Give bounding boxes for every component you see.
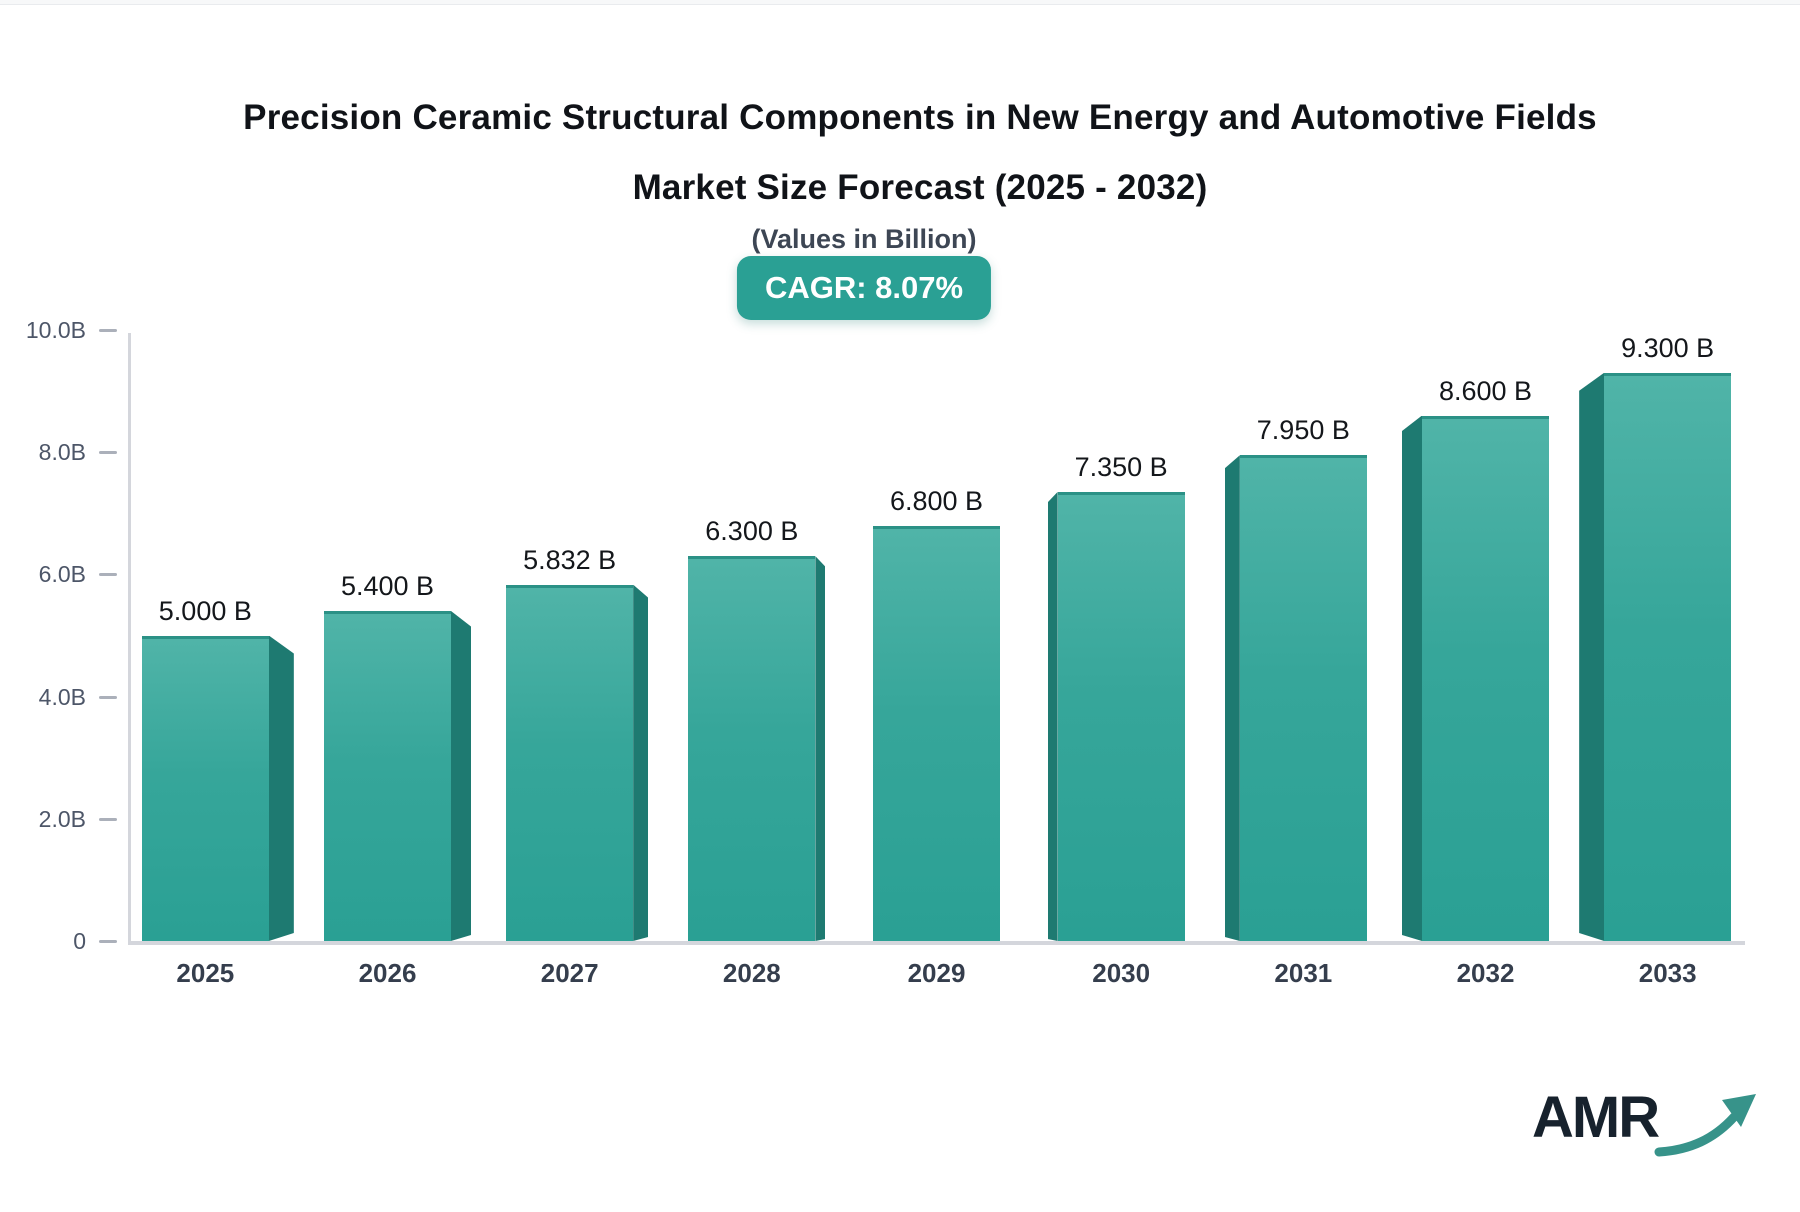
- bar-value-label: 8.600 B: [1438, 375, 1533, 406]
- bar-front: [1057, 491, 1185, 941]
- x-axis-label: 2027: [540, 958, 599, 988]
- bar-value-label: 5.400 B: [340, 571, 435, 602]
- bar-front: [1422, 415, 1549, 941]
- bar-value-label: 7.950 B: [1256, 415, 1350, 446]
- chart-title-line1: Precision Ceramic Structural Components …: [243, 98, 1597, 137]
- x-axis-label: 2030: [1092, 958, 1151, 988]
- y-axis-tick-mark: [99, 940, 117, 943]
- bar-front: [1604, 372, 1732, 941]
- bar-front: [506, 584, 634, 941]
- cagr-badge: CAGR: 8.07%: [736, 256, 992, 320]
- y-axis-tick-mark: [99, 329, 117, 332]
- bar-front: [1239, 455, 1367, 941]
- bar-side: [451, 611, 471, 941]
- page-top-border: [0, 0, 1800, 5]
- chart-subtitle: (Values in Billion): [751, 224, 977, 254]
- bar-value-label: 6.300 B: [705, 516, 799, 547]
- bar-front: [141, 635, 269, 941]
- y-axis-tick-mark: [99, 573, 117, 577]
- x-axis-line: [128, 941, 1745, 945]
- y-axis-tick-mark: [99, 817, 117, 821]
- bar-side: [1579, 373, 1604, 941]
- y-axis-tick-label: 0: [73, 928, 86, 954]
- x-axis-label: 2031: [1274, 958, 1333, 988]
- x-axis-label: 2032: [1456, 958, 1515, 988]
- bar-side: [1225, 455, 1240, 941]
- bar-side: [1402, 416, 1422, 941]
- x-axis-label: 2029: [907, 958, 966, 988]
- bar-value-label: 6.800 B: [889, 485, 984, 516]
- y-axis-tick-label: 10.0B: [25, 317, 86, 343]
- bar-side: [633, 585, 648, 941]
- bar-front: [873, 525, 1000, 941]
- bar-value-label: 5.000 B: [158, 595, 252, 626]
- bar-side: [1048, 492, 1058, 941]
- y-axis-tick-label: 2.0B: [38, 805, 86, 832]
- growth-arrow-icon: [1654, 1094, 1757, 1157]
- bar-front: [688, 556, 816, 941]
- y-axis-tick-mark: [99, 451, 117, 455]
- amr-logo: AMR: [1532, 1086, 1762, 1158]
- x-axis-label: 2026: [358, 958, 417, 988]
- bar-front: [324, 611, 451, 941]
- y-axis-tick-label: 8.0B: [38, 439, 86, 466]
- y-axis-tick-label: 4.0B: [38, 683, 86, 710]
- bar-side: [269, 636, 294, 942]
- y-axis-tick-mark: [99, 695, 117, 699]
- bar-value-label: 7.350 B: [1074, 451, 1168, 482]
- y-axis-line: [128, 333, 131, 945]
- bar-side: [815, 556, 825, 941]
- amr-logo-text: AMR: [1532, 1085, 1660, 1150]
- x-axis-label: 2033: [1638, 958, 1697, 988]
- x-axis-label: 2028: [722, 958, 781, 988]
- chart-title-line2: Market Size Forecast (2025 - 2032): [632, 168, 1208, 207]
- bar-value-label: 5.832 B: [523, 544, 617, 575]
- x-axis-label: 2025: [176, 958, 235, 988]
- bar-value-label: 9.300 B: [1621, 332, 1715, 363]
- y-axis-tick-label: 6.0B: [38, 561, 86, 588]
